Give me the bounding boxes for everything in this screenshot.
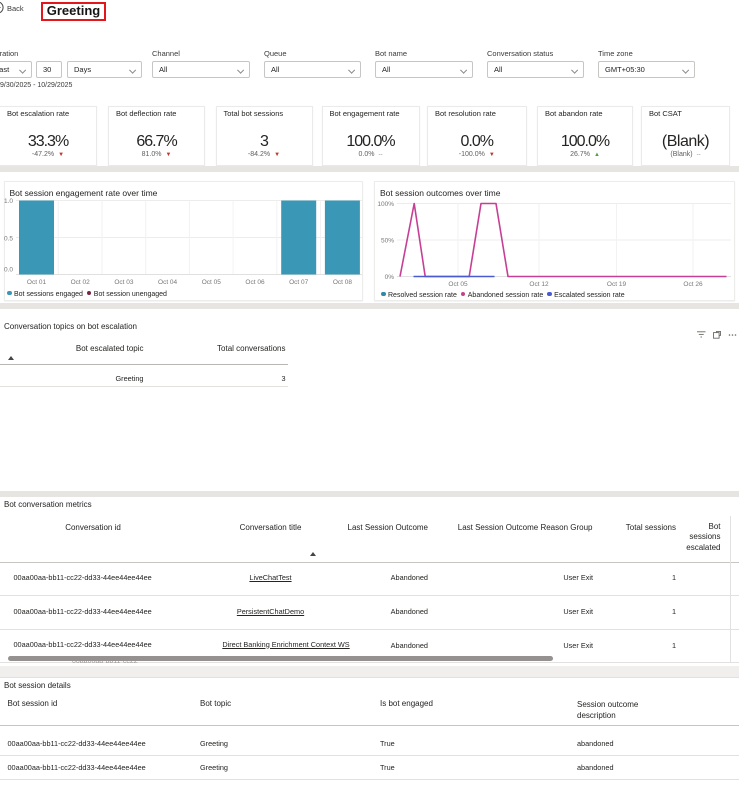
svg-text:Oct 06: Oct 06 xyxy=(245,279,265,286)
svg-text:Oct 04: Oct 04 xyxy=(158,279,178,286)
svg-text:Oct 05: Oct 05 xyxy=(448,281,468,288)
svg-text:Oct 02: Oct 02 xyxy=(70,279,90,286)
svg-text:0%: 0% xyxy=(385,274,395,281)
svg-text:Oct 08: Oct 08 xyxy=(332,279,352,286)
svg-text:Oct 01: Oct 01 xyxy=(26,279,46,286)
svg-text:Oct 05: Oct 05 xyxy=(201,279,221,286)
svg-text:Oct 07: Oct 07 xyxy=(289,279,309,286)
svg-text:Oct 26: Oct 26 xyxy=(683,281,703,288)
svg-text:Oct 19: Oct 19 xyxy=(607,281,627,288)
svg-text:Oct 03: Oct 03 xyxy=(114,279,134,286)
svg-text:Oct 12: Oct 12 xyxy=(529,281,549,288)
svg-text:50%: 50% xyxy=(381,238,394,245)
svg-text:0.0: 0.0 xyxy=(3,267,12,274)
svg-text:100%: 100% xyxy=(377,201,394,208)
svg-text:1.0: 1.0 xyxy=(3,198,12,205)
svg-text:0.5: 0.5 xyxy=(3,236,12,243)
